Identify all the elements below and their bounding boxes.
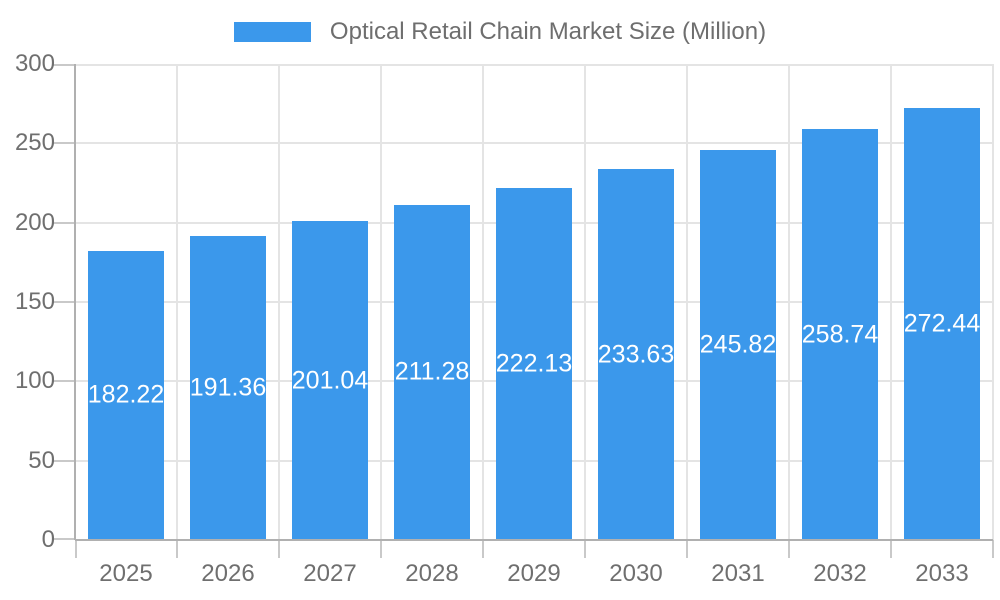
x-axis-tick-label: 2033 [915, 560, 969, 587]
x-axis-tick [380, 540, 382, 558]
legend[interactable]: Optical Retail Chain Market Size (Millio… [0, 20, 1000, 44]
x-axis-tick-label: 2029 [507, 560, 561, 587]
x-axis-tick-label: 2031 [711, 560, 765, 587]
gridline-horizontal [75, 64, 993, 66]
gridline-vertical [176, 64, 178, 540]
bar-value-label: 211.28 [394, 357, 470, 386]
bar-2027[interactable]: 201.04 [292, 221, 368, 540]
x-axis-tick-label: 2028 [405, 560, 459, 587]
x-axis-line [75, 539, 993, 541]
bar-value-label: 258.74 [801, 320, 879, 349]
y-axis-tick-label: 0 [41, 526, 55, 553]
y-axis-tick [53, 142, 75, 145]
gridline-vertical [380, 64, 382, 540]
gridline-vertical [278, 64, 280, 540]
bar-2026[interactable]: 191.36 [190, 236, 266, 540]
y-axis-tick-label: 250 [14, 129, 55, 157]
legend-swatch-icon [233, 22, 311, 42]
bar-2031[interactable]: 245.82 [699, 149, 777, 540]
gridline-vertical [482, 64, 484, 540]
gridline-horizontal [75, 142, 993, 145]
legend-label: Optical Retail Chain Market Size (Millio… [329, 18, 767, 45]
x-axis-tick-label: 2027 [303, 560, 357, 587]
y-axis-line [74, 64, 76, 540]
x-axis-tick [482, 540, 484, 558]
gridline-vertical [686, 64, 688, 540]
y-axis-tick-label: 200 [14, 208, 55, 236]
bar-2028[interactable]: 211.28 [394, 204, 470, 540]
plot-area: 182.22 191.36 201.04 211.28 222.13 233.63 245.… [53, 64, 994, 558]
gridline-vertical [788, 64, 790, 540]
y-axis-tick-label: 300 [14, 50, 55, 77]
x-axis-tick [890, 540, 892, 558]
bar-value-label: 245.82 [699, 330, 777, 359]
y-axis-tick [53, 459, 75, 462]
x-axis-tick [176, 540, 178, 558]
bar-value-label: 182.22 [87, 380, 165, 409]
bar-2032[interactable]: 258.74 [802, 129, 878, 540]
gridline-vertical [992, 64, 994, 540]
bar-value-label: 233.63 [597, 340, 675, 369]
x-axis-tick-label: 2032 [813, 560, 867, 587]
x-axis-tick [278, 540, 280, 558]
bar-value-label: 272.44 [903, 309, 981, 338]
y-axis-tick [53, 64, 75, 66]
y-axis-tick [53, 380, 75, 383]
y-axis-tick-label: 150 [14, 288, 55, 315]
bar-2025[interactable]: 182.22 [87, 250, 165, 540]
x-axis-tick-label: 2030 [609, 560, 663, 587]
y-axis-tick [53, 221, 75, 224]
gridline-vertical [584, 64, 586, 540]
bar-2030[interactable]: 233.63 [598, 169, 674, 540]
bar-2029[interactable]: 222.13 [495, 187, 573, 540]
x-axis-tick [686, 540, 688, 558]
y-axis-tick [53, 538, 75, 540]
x-axis-tick [992, 540, 994, 558]
x-axis-tick [584, 540, 586, 558]
x-axis-tick [75, 540, 77, 558]
bar-value-label: 201.04 [291, 366, 369, 395]
x-axis-tick-label: 2026 [201, 560, 255, 587]
y-axis-tick [53, 301, 75, 303]
x-axis-tick-label: 2025 [99, 560, 153, 587]
y-axis-tick-label: 100 [14, 367, 55, 395]
x-axis-tick [788, 540, 790, 558]
bar-2033[interactable]: 272.44 [903, 107, 981, 540]
y-axis-tick-label: 50 [28, 446, 55, 474]
bar-value-label: 191.36 [189, 373, 267, 402]
gridline-vertical [890, 64, 892, 540]
bar-value-label: 222.13 [495, 349, 573, 378]
